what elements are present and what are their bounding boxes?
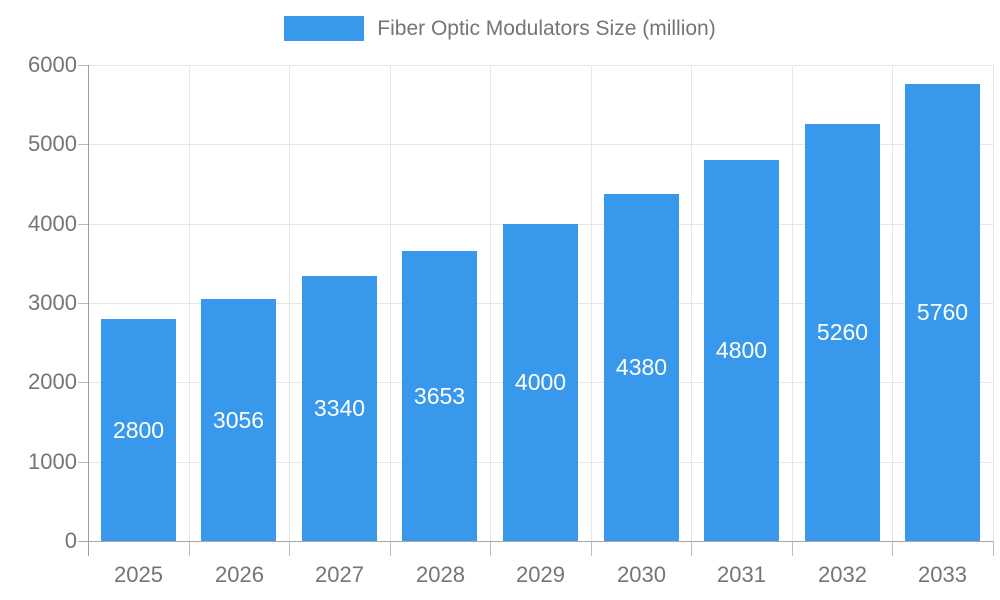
x-axis-line	[78, 541, 993, 542]
y-axis-label: 4000	[28, 211, 77, 236]
x-axis-label-2025: 2025	[114, 562, 163, 587]
gridline-horizontal	[88, 144, 993, 145]
y-axis-tick	[78, 382, 88, 383]
bar-2027[interactable]: 3340	[302, 276, 377, 541]
x-axis-tick	[289, 541, 290, 556]
y-axis-label: 3000	[28, 290, 77, 315]
y-axis-tick	[78, 65, 88, 66]
x-axis-label-2027: 2027	[315, 562, 364, 587]
x-axis-tick	[691, 541, 692, 556]
y-axis-tick	[78, 303, 88, 304]
bar-value-label: 3340	[313, 395, 366, 421]
bar-value-label: 4800	[715, 337, 768, 363]
x-axis-tick	[390, 541, 391, 556]
gridline-vertical	[993, 65, 994, 541]
bar-value-label: 5260	[816, 319, 869, 345]
y-axis-tick	[78, 144, 88, 145]
y-axis-line	[88, 65, 89, 556]
legend-label: Fiber Optic Modulators Size (million)	[377, 16, 716, 40]
bar-value-label: 3653	[413, 382, 466, 409]
gridline-vertical	[591, 65, 592, 541]
bar-2032[interactable]: 5260	[805, 124, 880, 541]
x-axis-label-2030: 2030	[617, 562, 666, 587]
gridline-vertical	[691, 65, 692, 541]
bar-2025[interactable]: 2800	[101, 319, 176, 541]
gridline-vertical	[390, 65, 391, 541]
x-axis-tick	[993, 541, 994, 556]
y-axis-label: 5000	[28, 131, 77, 156]
bar-2028[interactable]: 3653	[402, 251, 477, 541]
y-axis-label: 2000	[28, 369, 77, 394]
y-axis-label: 1000	[28, 449, 77, 474]
x-axis-label-2033: 2033	[918, 562, 967, 587]
bar-2026[interactable]: 3056	[201, 299, 276, 541]
x-axis-tick	[591, 541, 592, 556]
gridline-vertical	[289, 65, 290, 541]
legend[interactable]: Fiber Optic Modulators Size (million)	[0, 16, 1000, 41]
bar-value-label: 4380	[615, 354, 668, 380]
x-axis-label-2031: 2031	[717, 562, 766, 587]
gridline-vertical	[189, 65, 190, 541]
legend-swatch	[284, 16, 365, 41]
x-axis-label-2029: 2029	[516, 562, 565, 587]
gridline-horizontal	[88, 65, 993, 66]
x-axis-tick	[189, 541, 190, 556]
bar-2033[interactable]: 5760	[905, 84, 980, 541]
x-axis-label-2028: 2028	[416, 562, 465, 587]
gridline-vertical	[792, 65, 793, 541]
y-axis-tick	[78, 224, 88, 225]
bar-2029[interactable]: 4000	[503, 224, 578, 541]
bar-2031[interactable]: 4800	[704, 160, 779, 541]
x-axis-tick	[892, 541, 893, 556]
x-axis-label-2032: 2032	[818, 562, 867, 587]
bar-2030[interactable]: 4380	[604, 194, 679, 541]
x-axis-label-2026: 2026	[215, 562, 264, 587]
gridline-vertical	[892, 65, 893, 541]
y-axis-label: 6000	[28, 52, 77, 77]
bar-value-label: 3056	[212, 406, 265, 433]
bar-value-label: 5760	[916, 299, 969, 325]
bar-value-label: 4000	[514, 369, 567, 395]
y-axis-tick	[78, 462, 88, 463]
bar-value-label: 2800	[112, 416, 165, 443]
y-axis-label: 0	[64, 528, 77, 553]
x-axis-tick	[792, 541, 793, 556]
gridline-vertical	[490, 65, 491, 541]
x-axis-tick	[490, 541, 491, 556]
